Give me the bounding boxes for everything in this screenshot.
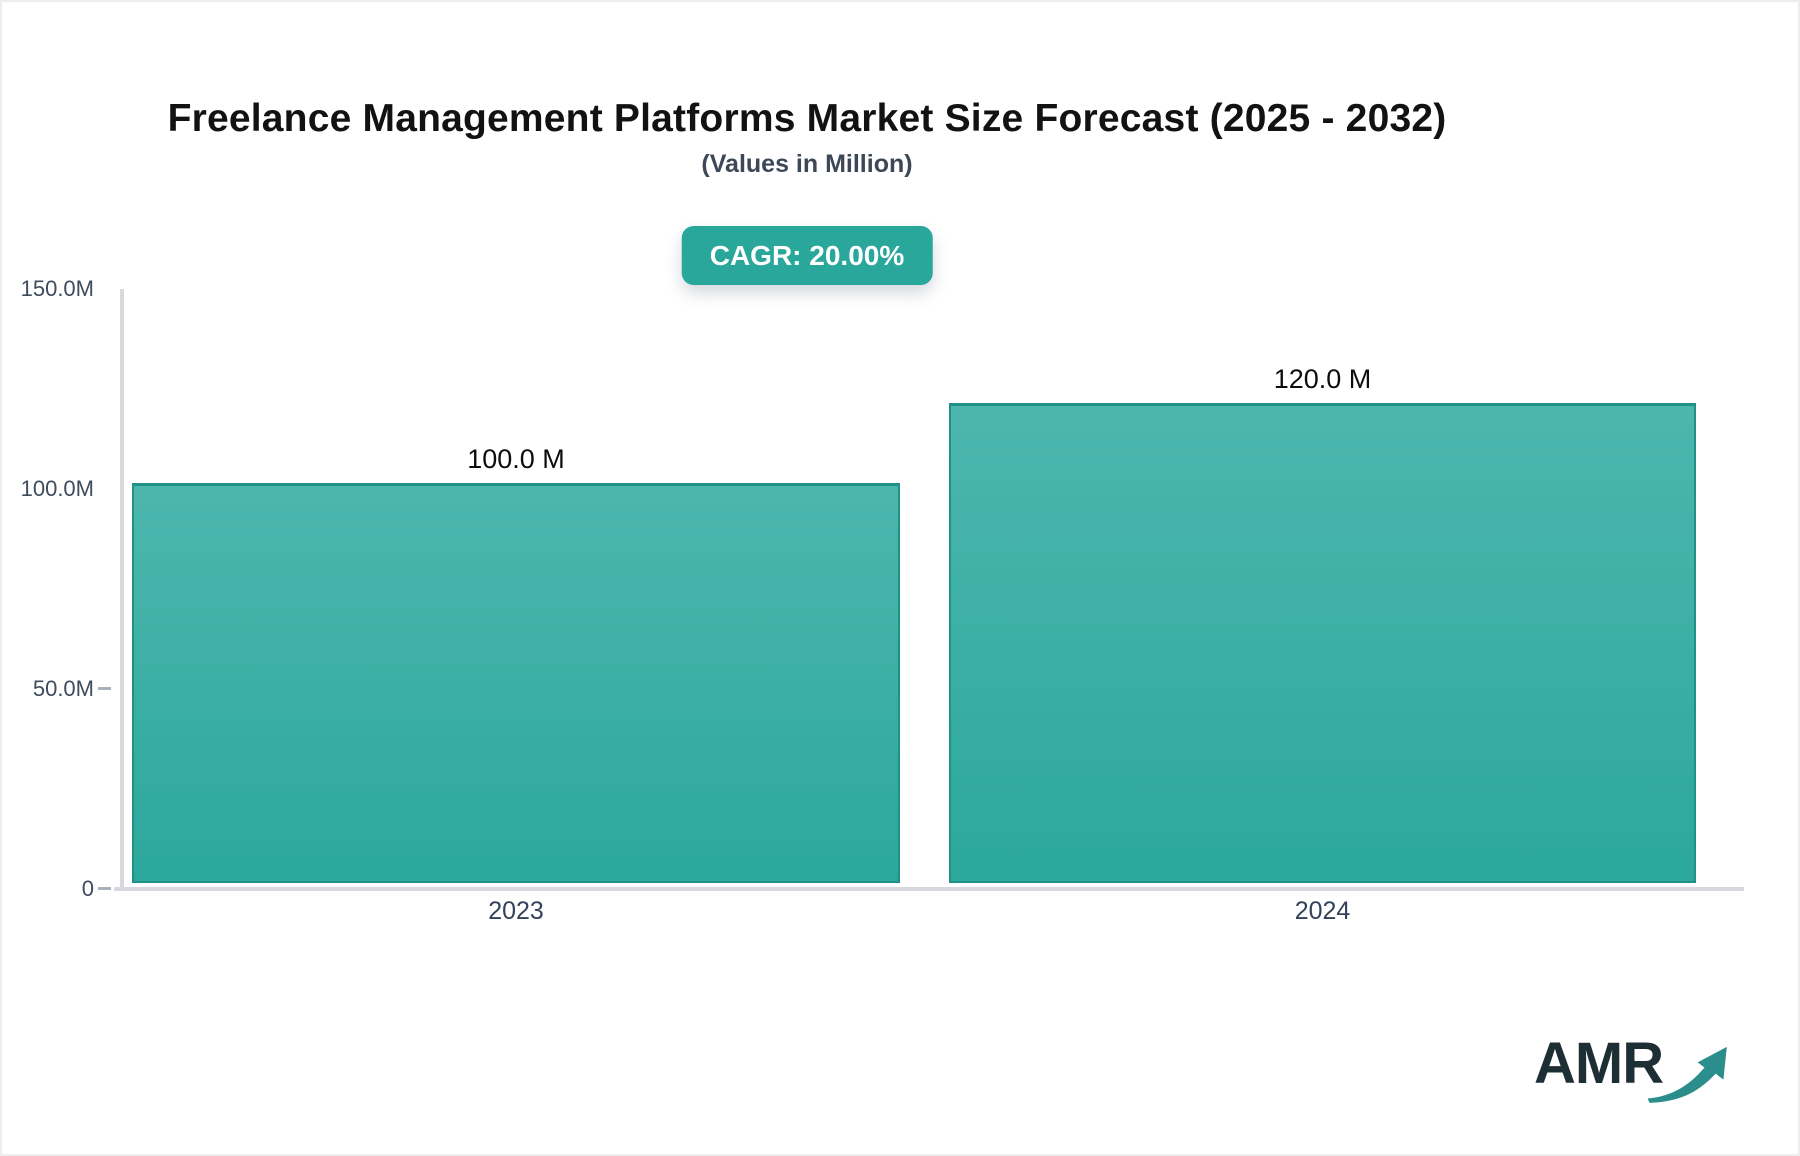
tick-mark [98,687,111,690]
y-tick-50: 50.0M [2,675,111,703]
y-tick-label: 50.0M [32,676,94,701]
amr-logo-text: AMR [1534,1031,1664,1096]
amr-logo-arrow-icon [1647,1046,1727,1103]
bar-2023: 100.0 M 2023 [132,444,900,925]
y-tick-150: 150.0M [2,275,94,303]
x-axis-line [114,887,1744,891]
tick-mark [98,887,111,890]
chart-subtitle: (Values in Million) [701,150,913,178]
amr-logo: AMR [1534,1024,1734,1114]
y-tick-0: 0 [2,875,111,903]
chart-title: Freelance Management Platforms Market Si… [167,97,1447,140]
bar-value-label: 100.0 M [467,444,565,474]
y-tick-label: 150.0M [20,276,94,301]
bar-value-label: 120.0 M [1273,364,1372,394]
x-tick-label-2023: 2023 [488,897,544,925]
y-tick-100: 100.0M [2,475,94,503]
y-tick-label: 0 [81,876,94,901]
y-tick-label: 100.0M [20,476,94,501]
bar-2024: 120.0 M 2024 [949,364,1696,925]
cagr-badge: CAGR: 20.00% [681,226,933,285]
x-tick-label-2024: 2024 [1294,897,1351,925]
y-axis-line [120,289,124,889]
